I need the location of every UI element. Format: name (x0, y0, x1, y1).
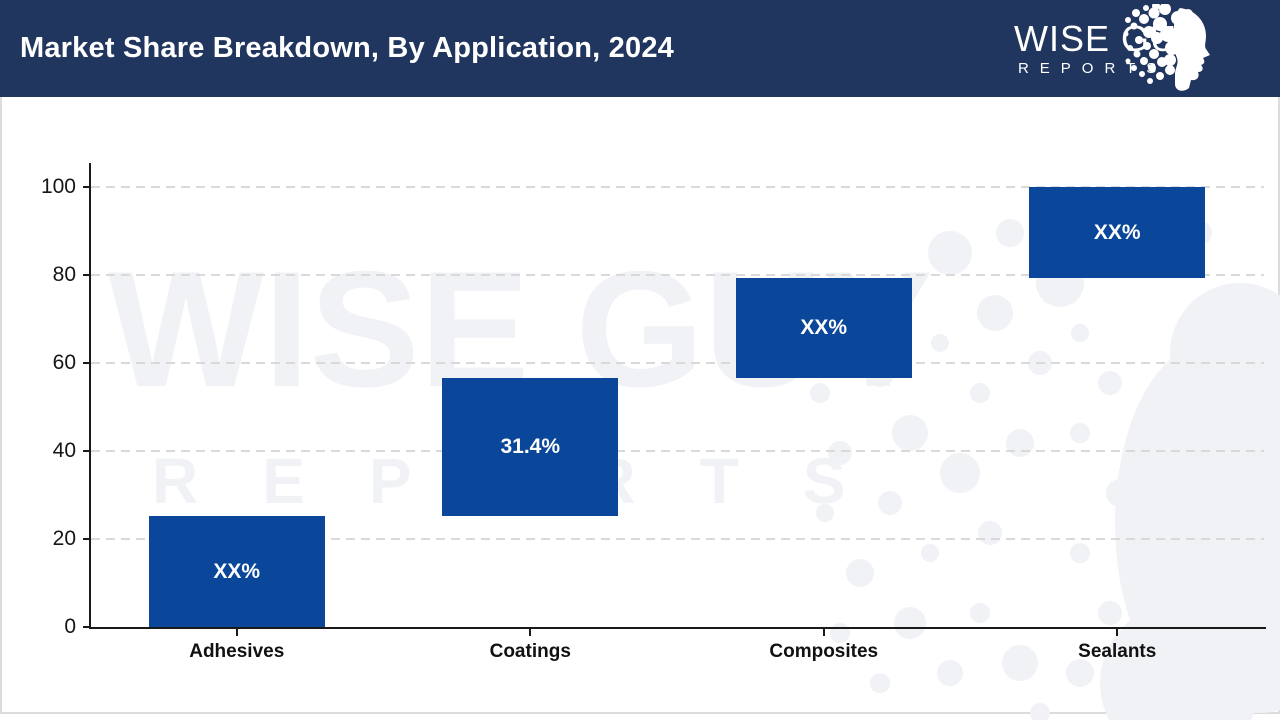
bar-sealants: XX% (1029, 187, 1206, 279)
y-axis-tick-100 (83, 186, 89, 188)
gridline-80 (91, 274, 1264, 276)
y-axis-line (89, 163, 91, 629)
y-axis-label-40: 40 (52, 439, 76, 462)
x-axis-label-sealants: Sealants (1078, 641, 1157, 662)
x-axis-tick-sealants (1116, 629, 1119, 636)
page-title: Market Share Breakdown, By Application, … (20, 32, 674, 64)
dotted-head-profile-icon (1123, 4, 1210, 91)
bar-coatings: 31.4% (442, 377, 619, 517)
gridline-40 (91, 450, 1264, 452)
y-axis-label-20: 20 (52, 527, 76, 550)
logo-reports-text: REPORTS (1017, 60, 1168, 77)
wise-guy-reports-logo: WISE GUY REPORTS (1014, 0, 1210, 97)
y-axis-label-80: 80 (52, 263, 76, 286)
x-axis-label-coatings: Coatings (489, 641, 571, 662)
x-axis-line (89, 627, 1266, 629)
bar-composites: XX% (735, 278, 912, 378)
bar-value-label: XX% (800, 316, 848, 340)
chart-area: WISE GUY REPORTS 020406080100XX%Adhesive… (0, 97, 1280, 720)
gridline-100 (91, 186, 1264, 188)
x-axis-tick-composites (822, 629, 825, 636)
x-axis-tick-coatings (529, 629, 532, 636)
y-axis-tick-60 (83, 362, 89, 364)
watermark-dotted-head-icon (810, 213, 1280, 720)
bar-value-label: XX% (1093, 220, 1141, 244)
gridline-20 (91, 538, 1264, 540)
y-axis-tick-40 (83, 450, 89, 452)
y-axis-label-60: 60 (52, 351, 76, 374)
x-axis-label-adhesives: Adhesives (189, 641, 285, 662)
bar-value-label: XX% (213, 559, 261, 583)
x-axis-label-composites: Composites (769, 641, 879, 662)
header-bar: Market Share Breakdown, By Application, … (0, 0, 1280, 97)
y-axis-label-0: 0 (64, 615, 76, 638)
gridline-60 (91, 362, 1264, 364)
y-axis-tick-0 (83, 626, 89, 628)
y-axis-tick-80 (83, 274, 89, 276)
y-axis-tick-20 (83, 538, 89, 540)
x-axis-tick-adhesives (235, 629, 238, 636)
y-axis-label-100: 100 (40, 175, 76, 198)
bar-value-label: 31.4% (500, 435, 561, 459)
bar-adhesives: XX% (148, 516, 325, 627)
